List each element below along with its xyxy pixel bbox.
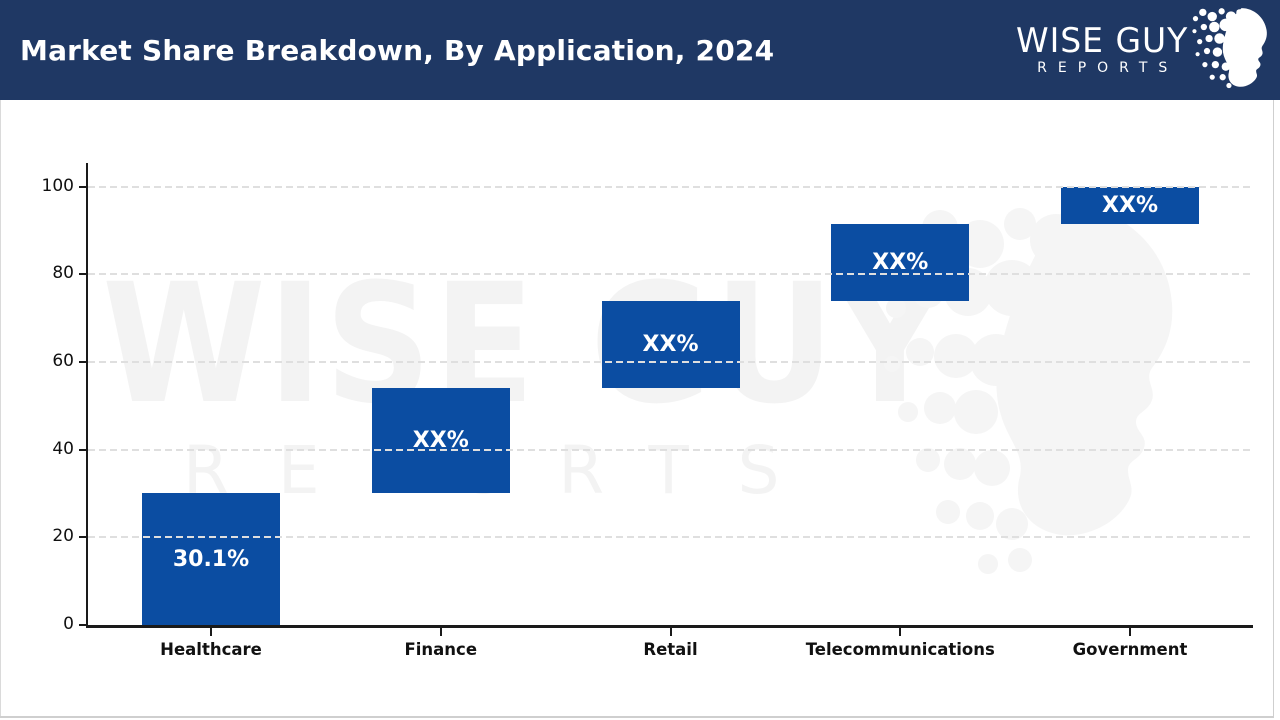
y-tick-label: 0 bbox=[63, 614, 74, 634]
gridline bbox=[88, 360, 1253, 363]
gridline bbox=[88, 273, 1253, 276]
x-axis-line bbox=[86, 625, 1253, 628]
logo-text: WISE GUY REPORTS bbox=[1016, 20, 1194, 77]
gridline bbox=[88, 536, 1253, 539]
bar-value-label: XX% bbox=[642, 331, 699, 357]
bar-value-label: XX% bbox=[412, 428, 469, 454]
y-tick-label: 80 bbox=[52, 263, 74, 284]
bar-value-label: XX% bbox=[1102, 192, 1158, 218]
x-category-label: Telecommunications bbox=[805, 640, 995, 659]
x-tick-mark bbox=[210, 627, 212, 636]
x-category-label: Government bbox=[1072, 640, 1188, 659]
x-category-label: Healthcare bbox=[160, 640, 262, 659]
x-category-label: Retail bbox=[643, 640, 698, 659]
x-tick-mark bbox=[439, 627, 442, 636]
gridline bbox=[88, 185, 1253, 188]
x-category-label: Finance bbox=[404, 640, 478, 659]
y-tick-label: 40 bbox=[52, 438, 74, 459]
chart-title: Market Share Breakdown, By Application, … bbox=[20, 33, 775, 67]
wise-guy-logo: WISE GUY REPORTS bbox=[1016, 4, 1272, 96]
bar-telecommunications bbox=[831, 223, 970, 301]
watermark-wordmark: WISE GUY bbox=[102, 248, 946, 440]
y-tick-label: 100 bbox=[41, 175, 74, 196]
y-tick-mark bbox=[79, 185, 86, 188]
bar-healthcare bbox=[142, 493, 280, 625]
figure-border-left bbox=[0, 100, 1, 716]
figure-border-bottom bbox=[0, 716, 1274, 718]
y-axis-line bbox=[86, 163, 88, 627]
logo-subtext: REPORTS bbox=[1037, 60, 1179, 77]
x-tick-mark bbox=[669, 627, 672, 636]
y-tick-mark bbox=[79, 536, 86, 539]
y-tick-mark bbox=[79, 273, 86, 276]
gridline bbox=[88, 448, 1253, 451]
logo-wordmark: WISE GUY bbox=[1016, 20, 1189, 61]
bar-value-label: XX% bbox=[872, 249, 929, 275]
x-tick-mark bbox=[1129, 627, 1131, 636]
figure-border-right bbox=[1273, 100, 1274, 717]
y-tick-mark bbox=[79, 624, 86, 626]
bar-value-label: 30.1% bbox=[172, 546, 250, 572]
x-tick-mark bbox=[899, 627, 902, 636]
bar-government bbox=[1061, 186, 1199, 224]
y-tick-label: 60 bbox=[52, 350, 74, 371]
y-tick-mark bbox=[79, 448, 86, 451]
y-tick-mark bbox=[79, 360, 86, 363]
header-bar: Market Share Breakdown, By Application, … bbox=[0, 0, 1280, 100]
bar-finance bbox=[371, 388, 510, 494]
logo-head-icon bbox=[1192, 8, 1267, 89]
bar-retail bbox=[601, 300, 740, 389]
y-tick-label: 20 bbox=[52, 526, 74, 547]
